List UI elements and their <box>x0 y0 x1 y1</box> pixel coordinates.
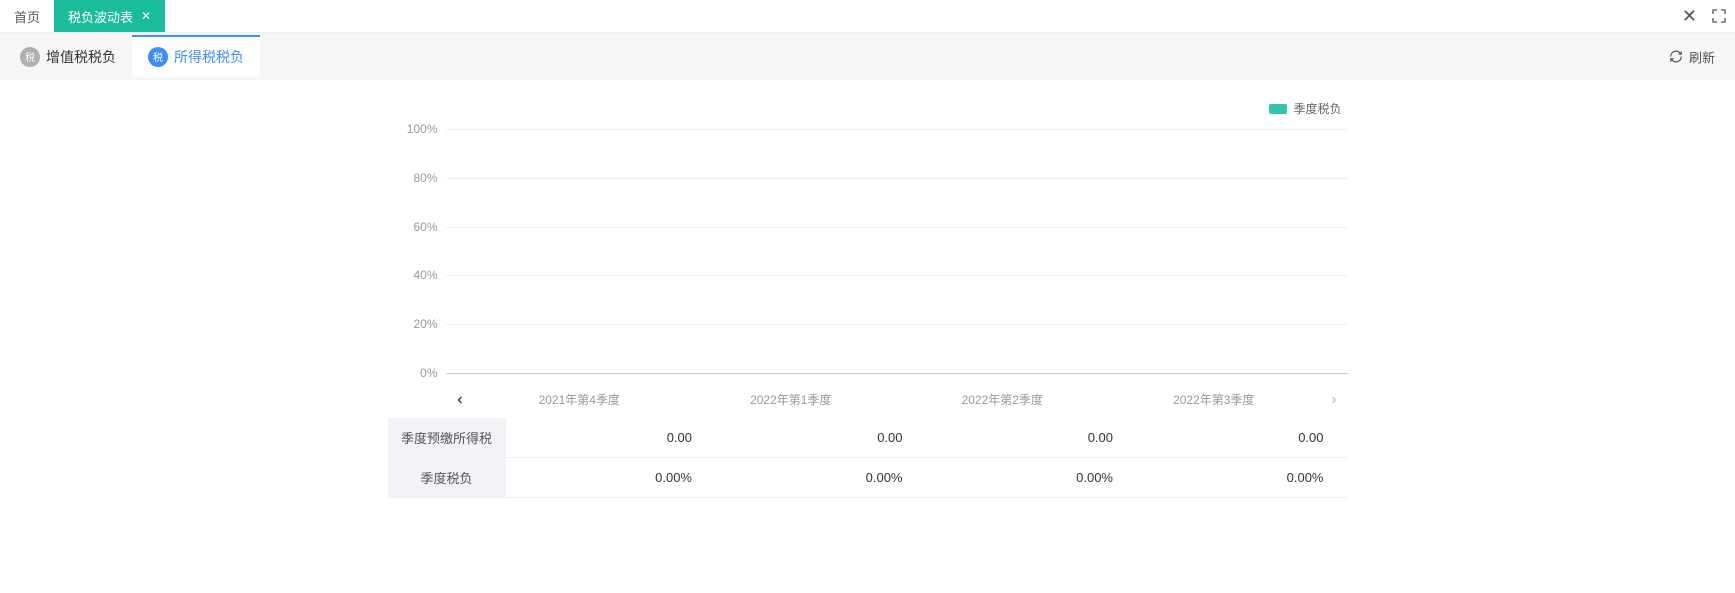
gridline <box>446 275 1348 276</box>
legend-label: 季度税负 <box>1293 100 1341 117</box>
table-cell: 0.00% <box>927 458 1138 498</box>
table-cell: 0.00% <box>506 458 717 498</box>
table-row: 季度预缴所得税0.000.000.000.00 <box>388 418 1348 458</box>
subtab-label: 所得税税负 <box>174 47 244 67</box>
home-tab[interactable]: 首页 <box>0 0 54 32</box>
x-tick-label: 2022年第1季度 <box>685 385 897 418</box>
x-tick-label: 2022年第2季度 <box>897 385 1109 418</box>
sub-tab-bar: 税 增值税税负 税 所得税税负 刷新 <box>0 32 1735 80</box>
x-axis-line <box>446 373 1348 374</box>
row-header: 季度税负 <box>388 458 506 498</box>
plot-area <box>446 121 1348 381</box>
y-tick-label: 100% <box>407 122 438 136</box>
chevron-right-icon <box>1328 394 1340 406</box>
home-tab-label: 首页 <box>14 7 40 26</box>
subtab-label: 增值税税负 <box>46 47 116 67</box>
close-icon[interactable]: ✕ <box>1682 6 1697 27</box>
subtab-income-tax[interactable]: 税 所得税税负 <box>132 35 260 77</box>
gridline <box>446 129 1348 130</box>
chevron-left-icon <box>454 394 466 406</box>
y-axis: 100% 80% 60% 40% 20% 0% <box>388 121 446 381</box>
y-tick-label: 80% <box>413 171 437 185</box>
top-right-controls: ✕ <box>1682 0 1727 32</box>
chart-panel: 季度税负 100% 80% 60% 40% 20% 0% 2021年第4季度2022年第1… <box>388 100 1348 498</box>
y-tick-label: 60% <box>413 220 437 234</box>
income-tax-icon: 税 <box>148 47 168 67</box>
table-cell: 0.00 <box>927 418 1138 458</box>
y-tick-label: 20% <box>413 317 437 331</box>
chart-legend: 季度税负 <box>388 100 1348 117</box>
chart-area: 100% 80% 60% 40% 20% 0% <box>388 121 1348 381</box>
y-tick-label: 40% <box>413 268 437 282</box>
table-cell: 0.00 <box>716 418 927 458</box>
table-cell: 0.00% <box>1137 458 1348 498</box>
table-row: 季度税负0.00%0.00%0.00%0.00% <box>388 458 1348 498</box>
gridline <box>446 227 1348 228</box>
vat-icon: 税 <box>20 47 40 67</box>
close-icon[interactable]: ✕ <box>141 10 151 22</box>
y-tick-label: 0% <box>420 366 437 380</box>
data-table: 季度预缴所得税0.000.000.000.00季度税负0.00%0.00%0.0… <box>388 418 1348 498</box>
subtab-vat[interactable]: 税 增值税税负 <box>4 37 132 77</box>
content-area: 季度税负 100% 80% 60% 40% 20% 0% 2021年第4季度2022年第1… <box>0 80 1735 498</box>
x-tick-label: 2021年第4季度 <box>474 385 686 418</box>
x-axis-labels: 2021年第4季度2022年第1季度2022年第2季度2022年第3季度 <box>474 385 1320 418</box>
refresh-icon <box>1669 50 1683 64</box>
chart-prev-button[interactable] <box>446 394 474 409</box>
table-cell: 0.00 <box>506 418 717 458</box>
refresh-label: 刷新 <box>1689 47 1715 66</box>
chart-next-button[interactable] <box>1320 394 1348 409</box>
x-axis-wrap: 2021年第4季度2022年第1季度2022年第2季度2022年第3季度 <box>388 385 1348 418</box>
refresh-button[interactable]: 刷新 <box>1669 47 1715 66</box>
legend-swatch <box>1269 104 1287 114</box>
top-tabs-bar: 首页 税负波动表 ✕ ✕ <box>0 0 1735 32</box>
active-tab-label: 税负波动表 <box>68 7 133 26</box>
row-header: 季度预缴所得税 <box>388 418 506 458</box>
gridline <box>446 324 1348 325</box>
table-cell: 0.00% <box>716 458 927 498</box>
table-cell: 0.00 <box>1137 418 1348 458</box>
gridline <box>446 178 1348 179</box>
active-tab[interactable]: 税负波动表 ✕ <box>54 0 165 32</box>
fullscreen-icon[interactable] <box>1711 8 1727 24</box>
x-tick-label: 2022年第3季度 <box>1108 385 1320 418</box>
